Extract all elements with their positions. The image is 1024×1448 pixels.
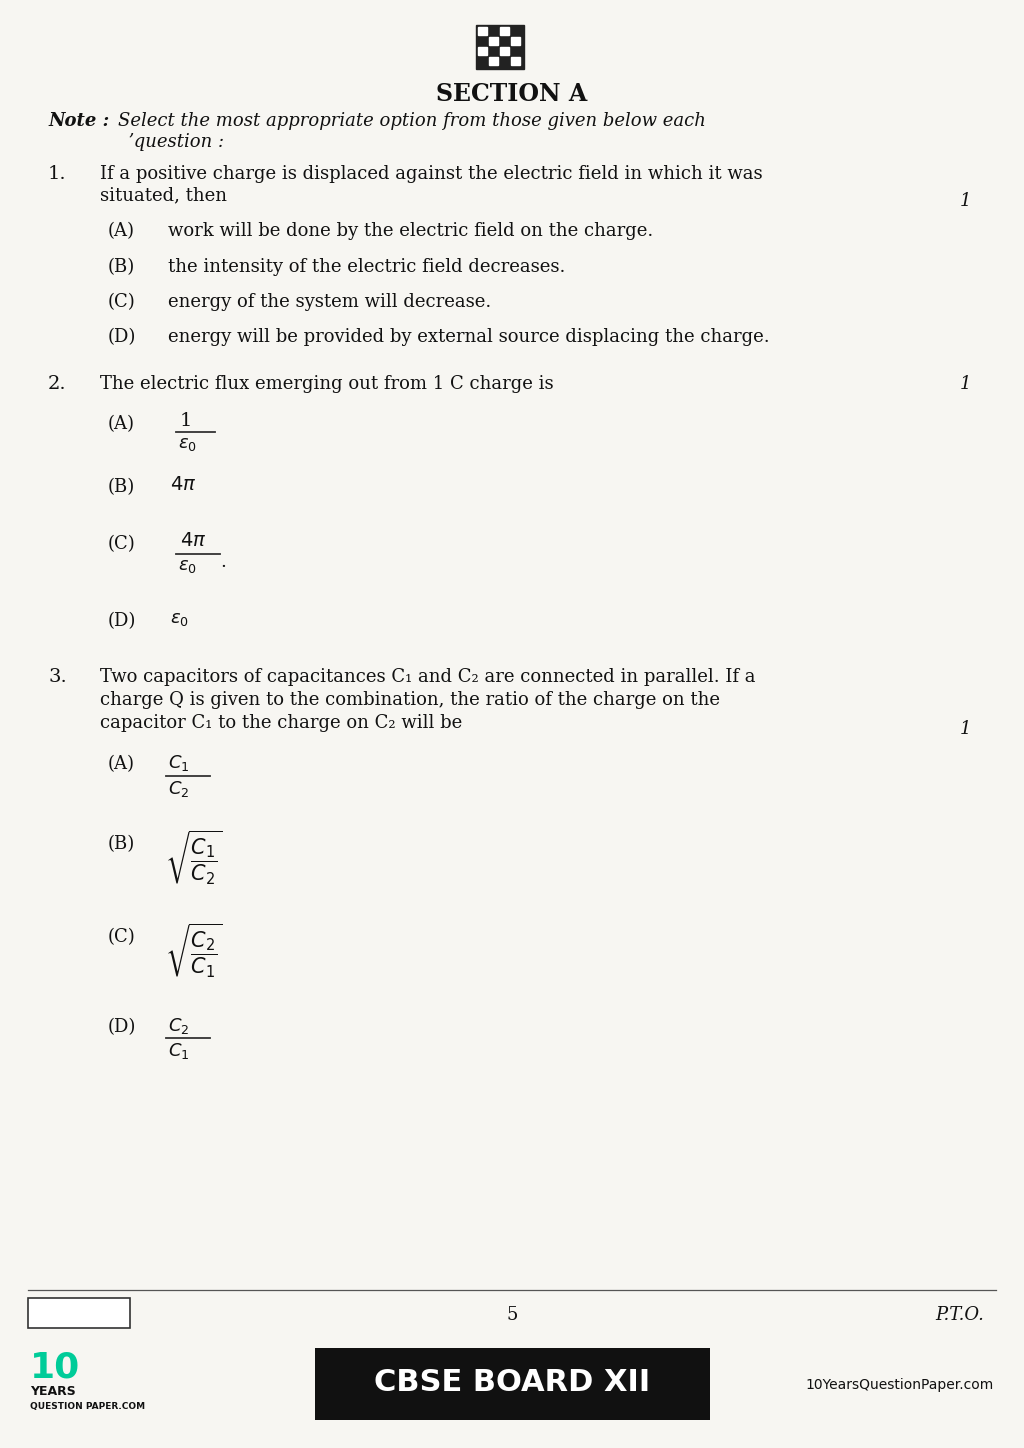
Text: 1: 1 (961, 720, 972, 738)
Text: (B): (B) (108, 258, 135, 277)
Text: The electric flux emerging out from 1 C charge is: The electric flux emerging out from 1 C … (100, 375, 554, 392)
Bar (478, 46, 487, 55)
FancyBboxPatch shape (315, 1348, 710, 1420)
Bar (478, 28, 487, 35)
Text: the intensity of the electric field decreases.: the intensity of the electric field decr… (168, 258, 565, 277)
Text: 5: 5 (506, 1306, 518, 1323)
Text: .: . (220, 553, 226, 571)
Text: (D): (D) (108, 613, 136, 630)
Text: $4\pi$: $4\pi$ (180, 531, 207, 550)
Text: (B): (B) (108, 835, 135, 853)
Text: $4\pi$: $4\pi$ (170, 476, 197, 494)
Text: Two capacitors of capacitances C₁ and C₂ are connected in parallel. If a: Two capacitors of capacitances C₁ and C₂… (100, 668, 756, 686)
Bar (511, 56, 520, 65)
Text: $\varepsilon_0$: $\varepsilon_0$ (178, 434, 197, 453)
Text: $\sqrt{\dfrac{C_1}{C_2}}$: $\sqrt{\dfrac{C_1}{C_2}}$ (165, 828, 222, 886)
Text: Note :: Note : (48, 111, 110, 130)
Text: 2.: 2. (48, 375, 67, 392)
Bar (489, 38, 498, 45)
FancyBboxPatch shape (28, 1297, 130, 1328)
Text: charge Q is given to the combination, the ratio of the charge on the: charge Q is given to the combination, th… (100, 691, 720, 710)
Text: 10: 10 (30, 1350, 80, 1384)
Text: $\varepsilon_0$: $\varepsilon_0$ (178, 557, 197, 575)
Text: SECTION A: SECTION A (436, 83, 588, 106)
Text: (C): (C) (108, 292, 136, 311)
Text: Select the most appropriate option from those given below each: Select the most appropriate option from … (118, 111, 706, 130)
Text: situated, then: situated, then (100, 185, 227, 204)
Text: 1: 1 (180, 413, 193, 430)
Text: (B): (B) (108, 478, 135, 497)
Text: (C): (C) (108, 534, 136, 553)
Text: $C_2$: $C_2$ (168, 779, 189, 799)
Text: $C_1$: $C_1$ (168, 753, 189, 773)
Text: energy of the system will decrease.: energy of the system will decrease. (168, 292, 492, 311)
Text: capacitor C₁ to the charge on C₂ will be: capacitor C₁ to the charge on C₂ will be (100, 714, 462, 733)
Text: $\sqrt{\dfrac{C_2}{C_1}}$: $\sqrt{\dfrac{C_2}{C_1}}$ (165, 921, 222, 979)
Text: (A): (A) (108, 754, 135, 773)
Text: work will be done by the electric field on the charge.: work will be done by the electric field … (168, 222, 653, 240)
Bar (476, 25, 524, 70)
Text: (D): (D) (108, 1018, 136, 1035)
Text: (A): (A) (108, 222, 135, 240)
Text: 1: 1 (961, 193, 972, 210)
Text: (A): (A) (108, 416, 135, 433)
Text: CBSE BOARD XII: CBSE BOARD XII (374, 1368, 650, 1397)
Text: .55/3/1: .55/3/1 (49, 1306, 109, 1323)
Bar (500, 46, 509, 55)
Text: ʼquestion :: ʼquestion : (128, 133, 224, 151)
Text: YEARS: YEARS (30, 1384, 76, 1397)
Text: (C): (C) (108, 928, 136, 946)
Text: 10YearsQuestionPaper.com: 10YearsQuestionPaper.com (806, 1378, 994, 1392)
Text: QUESTION PAPER.COM: QUESTION PAPER.COM (30, 1402, 145, 1410)
Text: $C_2$: $C_2$ (168, 1016, 189, 1035)
Text: $\varepsilon_0$: $\varepsilon_0$ (170, 610, 189, 628)
Text: energy will be provided by external source displacing the charge.: energy will be provided by external sour… (168, 329, 770, 346)
Text: $C_1$: $C_1$ (168, 1041, 189, 1061)
Bar (511, 38, 520, 45)
Bar (489, 56, 498, 65)
Bar (500, 28, 509, 35)
Text: 1.: 1. (48, 165, 67, 182)
Text: P.T.O.: P.T.O. (935, 1306, 984, 1323)
Text: 1: 1 (961, 375, 972, 392)
Text: 3.: 3. (48, 668, 67, 686)
Text: If a positive charge is displaced against the electric field in which it was: If a positive charge is displaced agains… (100, 165, 763, 182)
Text: (D): (D) (108, 329, 136, 346)
